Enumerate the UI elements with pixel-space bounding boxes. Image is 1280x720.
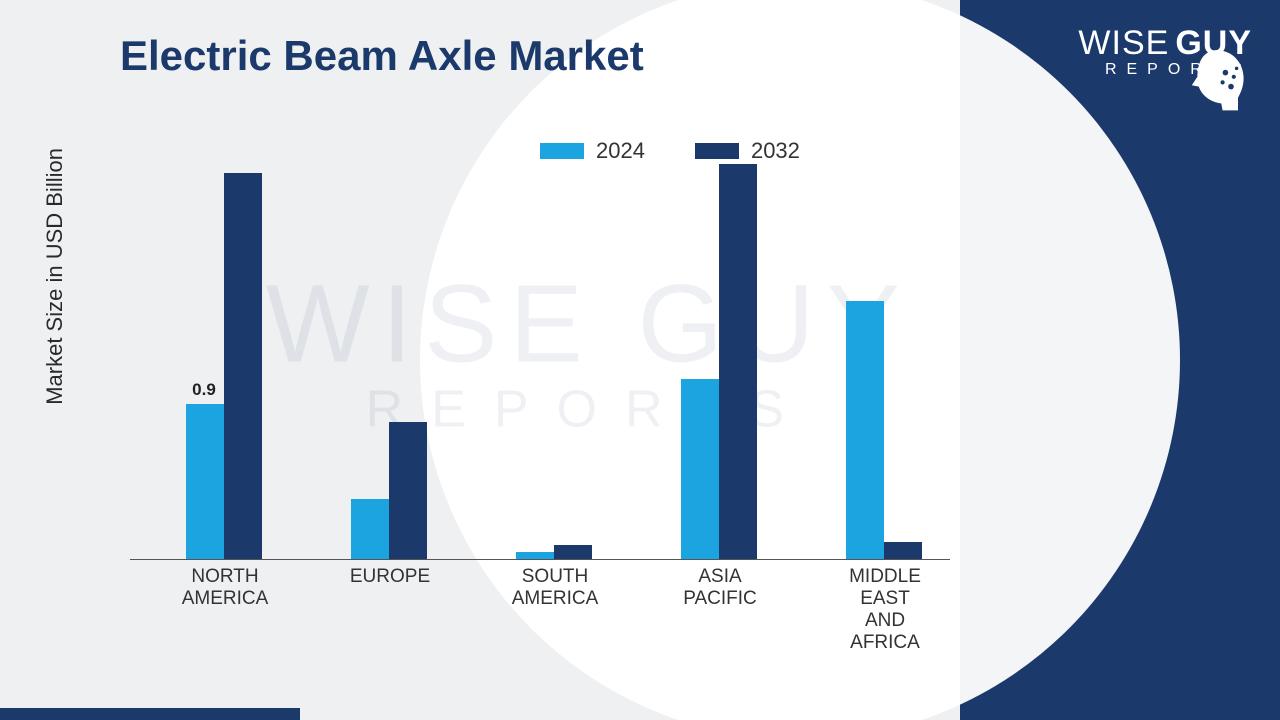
legend-item-2024: 2024	[540, 138, 645, 164]
bar-chart: Market Size in USD Billion 2024 2032 0.9…	[60, 150, 960, 670]
stage: WISE GUY REPORTS Electric Beam Axle Mark…	[0, 0, 1280, 720]
legend: 2024 2032	[540, 138, 800, 164]
bar-2024	[681, 379, 719, 559]
head-icon	[1182, 46, 1252, 116]
logo-word-wise: WISE	[1078, 24, 1169, 62]
legend-swatch-2024	[540, 143, 584, 159]
bar-2024	[846, 301, 884, 559]
bar-2024	[186, 404, 224, 559]
legend-item-2032: 2032	[695, 138, 800, 164]
logo-line1: WISEGUY	[1078, 24, 1252, 63]
legend-label-2024: 2024	[596, 138, 645, 164]
bar-2032	[554, 545, 592, 559]
category-label: EUROPE	[325, 566, 455, 588]
bar-2032	[389, 422, 427, 559]
category-label: MIDDLEEASTANDAFRICA	[820, 566, 950, 653]
plot-area: 0.9	[130, 165, 950, 560]
bar-2024	[351, 499, 389, 559]
category-label: SOUTHAMERICA	[490, 566, 620, 610]
brand-logo: WISEGUY REPORTS	[1078, 24, 1252, 79]
bar-2032	[884, 542, 922, 559]
legend-swatch-2032	[695, 143, 739, 159]
legend-label-2032: 2032	[751, 138, 800, 164]
category-label: ASIAPACIFIC	[655, 566, 785, 610]
bar-2032	[719, 164, 757, 559]
category-label: NORTHAMERICA	[160, 566, 290, 610]
footer-accent-bar	[0, 708, 300, 720]
bar-2032	[224, 173, 262, 559]
page-title: Electric Beam Axle Market	[120, 32, 644, 80]
y-axis-label: Market Size in USD Billion	[42, 148, 68, 405]
bar-2024	[516, 552, 554, 559]
